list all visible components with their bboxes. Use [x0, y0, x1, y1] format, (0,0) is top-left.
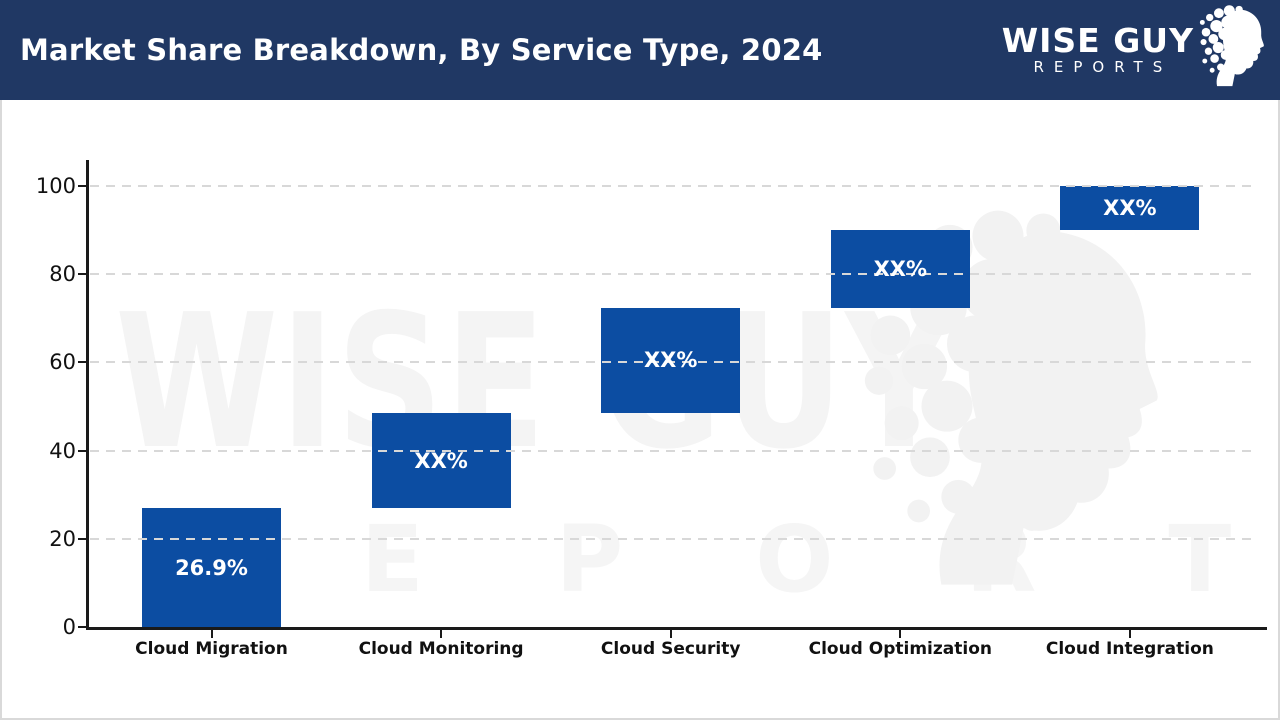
gridline-60 — [90, 361, 1256, 364]
y-tick-label-40: 40 — [49, 438, 76, 463]
category-label-cloud-security: Cloud Security — [600, 639, 741, 659]
gridline-40 — [90, 449, 1256, 452]
y-tick-label-100: 100 — [35, 174, 76, 198]
y-tick-60 — [78, 361, 86, 364]
category-label-cloud-optimization: Cloud Optimization — [808, 639, 992, 659]
y-axis-line — [86, 160, 89, 630]
x-tick-cloud-monitoring — [440, 630, 443, 638]
watermark-wordmark: WISE GUY — [115, 274, 955, 490]
page-title: Market Share Breakdown, By Service Type,… — [20, 33, 823, 67]
bar-value-label-cloud-migration: 26.9% — [175, 555, 248, 580]
bar-cloud-optimization — [830, 230, 970, 308]
category-label-cloud-integration: Cloud Integration — [1045, 639, 1214, 659]
header-bar: Market Share Breakdown, By Service Type,… — [0, 0, 1280, 100]
bar-value-label-cloud-integration: XX% — [1103, 196, 1157, 221]
y-tick-label-80: 80 — [49, 262, 76, 287]
bar-cloud-security — [601, 307, 741, 413]
y-tick-80 — [78, 273, 86, 276]
category-label-cloud-migration: Cloud Migration — [135, 639, 288, 659]
bar-cloud-migration — [142, 508, 281, 627]
y-tick-40 — [78, 449, 86, 452]
bar-cloud-integration — [1060, 186, 1200, 231]
bar-cloud-monitoring — [371, 412, 511, 509]
logo-subtitle: REPORTS — [1033, 58, 1173, 77]
x-tick-cloud-optimization — [899, 630, 902, 638]
bar-value-label-cloud-security: XX% — [643, 348, 698, 373]
gridline-20 — [90, 537, 1256, 540]
y-tick-label-60: 60 — [49, 350, 76, 375]
y-tick-0 — [78, 626, 86, 628]
x-tick-cloud-security — [669, 630, 672, 638]
logo-wordmark: WISE GUY — [1001, 20, 1194, 60]
brand-logo: WISE GUY REPORTS — [1002, 0, 1270, 100]
gridline-100 — [90, 185, 1256, 187]
x-tick-cloud-migration — [210, 630, 213, 638]
bar-value-label-cloud-monitoring: XX% — [414, 448, 468, 473]
y-tick-20 — [78, 537, 86, 540]
x-tick-cloud-integration — [1128, 630, 1131, 638]
bar-value-label-cloud-optimization: XX% — [873, 256, 928, 281]
y-tick-label-0: 0 — [62, 615, 76, 639]
y-tick-100 — [78, 185, 86, 187]
gridline-80 — [90, 273, 1256, 276]
watermark-subtitle: R E P O R T S — [158, 506, 1280, 613]
category-label-cloud-monitoring: Cloud Monitoring — [358, 639, 524, 659]
logo-head-icon — [1196, 4, 1270, 96]
y-tick-label-20: 20 — [49, 526, 76, 551]
logo-wordmark-block: WISE GUY REPORTS — [1001, 20, 1194, 77]
x-axis-line — [86, 627, 1267, 630]
